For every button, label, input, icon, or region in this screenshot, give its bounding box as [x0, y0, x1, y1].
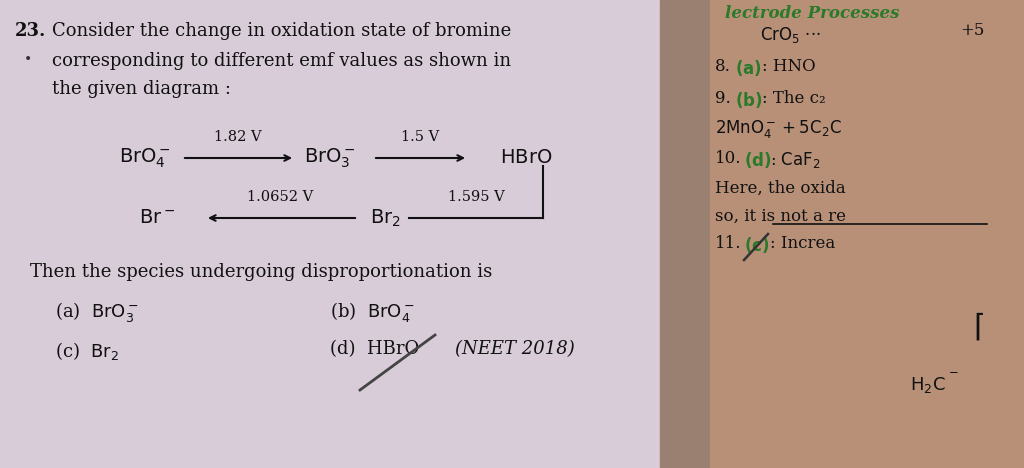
Text: $^{-}$: $^{-}$ [948, 368, 958, 386]
Text: 1.82 V: 1.82 V [214, 130, 262, 144]
Text: $\mathrm{Br^-}$: $\mathrm{Br^-}$ [139, 209, 175, 227]
Text: 23.: 23. [15, 22, 46, 40]
Text: the given diagram :: the given diagram : [52, 80, 231, 98]
Text: 1.5 V: 1.5 V [400, 130, 439, 144]
Text: 8.: 8. [715, 58, 731, 75]
Text: •: • [24, 52, 32, 66]
Text: $\mathrm{BrO_3^-}$: $\mathrm{BrO_3^-}$ [304, 146, 355, 170]
Text: lectrode Processes: lectrode Processes [725, 5, 899, 22]
Text: : Increa: : Increa [770, 235, 836, 252]
Text: $\mathrm{H_2C}$: $\mathrm{H_2C}$ [910, 375, 946, 395]
Text: $\mathbf{(b)}$: $\mathbf{(b)}$ [735, 90, 763, 110]
Text: $\lceil$: $\lceil$ [973, 310, 983, 342]
Text: (NEET 2018): (NEET 2018) [455, 340, 574, 358]
Text: Here, the oxida: Here, the oxida [715, 180, 846, 197]
Text: : HNO: : HNO [762, 58, 816, 75]
Bar [660, 0, 710, 468]
Text: $\mathrm{CrO_5}$ ···: $\mathrm{CrO_5}$ ··· [760, 25, 821, 45]
Text: $\mathrm{HBrO}$: $\mathrm{HBrO}$ [500, 149, 552, 167]
Text: $\mathrm{BrO_4^-}$: $\mathrm{BrO_4^-}$ [119, 146, 171, 170]
Text: +5: +5 [961, 22, 985, 39]
Text: (c)  $\mathrm{Br_2}$: (c) $\mathrm{Br_2}$ [55, 340, 119, 362]
Bar [710, 0, 1024, 468]
Text: $\mathbf{(c)}$: $\mathbf{(c)}$ [744, 235, 770, 255]
Text: Consider the change in oxidation state of bromine: Consider the change in oxidation state o… [52, 22, 511, 40]
Text: corresponding to different emf values as shown in: corresponding to different emf values as… [52, 52, 511, 70]
Text: 1.0652 V: 1.0652 V [247, 190, 313, 204]
Text: Then the species undergoing disproportionation is: Then the species undergoing disproportio… [30, 263, 493, 281]
Text: (a)  $\mathrm{BrO_3^-}$: (a) $\mathrm{BrO_3^-}$ [55, 300, 139, 324]
Bar [0, 0, 660, 468]
Text: 10.: 10. [715, 150, 741, 167]
Text: $\mathrm{2MnO_4^- + 5C_2C}$: $\mathrm{2MnO_4^- + 5C_2C}$ [715, 118, 842, 140]
Text: 1.595 V: 1.595 V [447, 190, 505, 204]
Text: 9.: 9. [715, 90, 731, 107]
Text: $\mathbf{(a)}$: $\mathbf{(a)}$ [735, 58, 762, 78]
Text: (b)  $\mathrm{BrO_4^-}$: (b) $\mathrm{BrO_4^-}$ [330, 300, 415, 324]
Text: 11.: 11. [715, 235, 741, 252]
Text: : The c₂: : The c₂ [762, 90, 825, 107]
Text: $\mathbf{(d)}$: $\mathbf{(d)}$ [744, 150, 772, 170]
Text: (d)  HBrO: (d) HBrO [330, 340, 419, 358]
Text: $\mathrm{Br_2}$: $\mathrm{Br_2}$ [370, 207, 400, 229]
Text: : $\mathrm{CaF_2}$: : $\mathrm{CaF_2}$ [770, 150, 820, 170]
Text: so, it is not a re: so, it is not a re [715, 208, 846, 225]
